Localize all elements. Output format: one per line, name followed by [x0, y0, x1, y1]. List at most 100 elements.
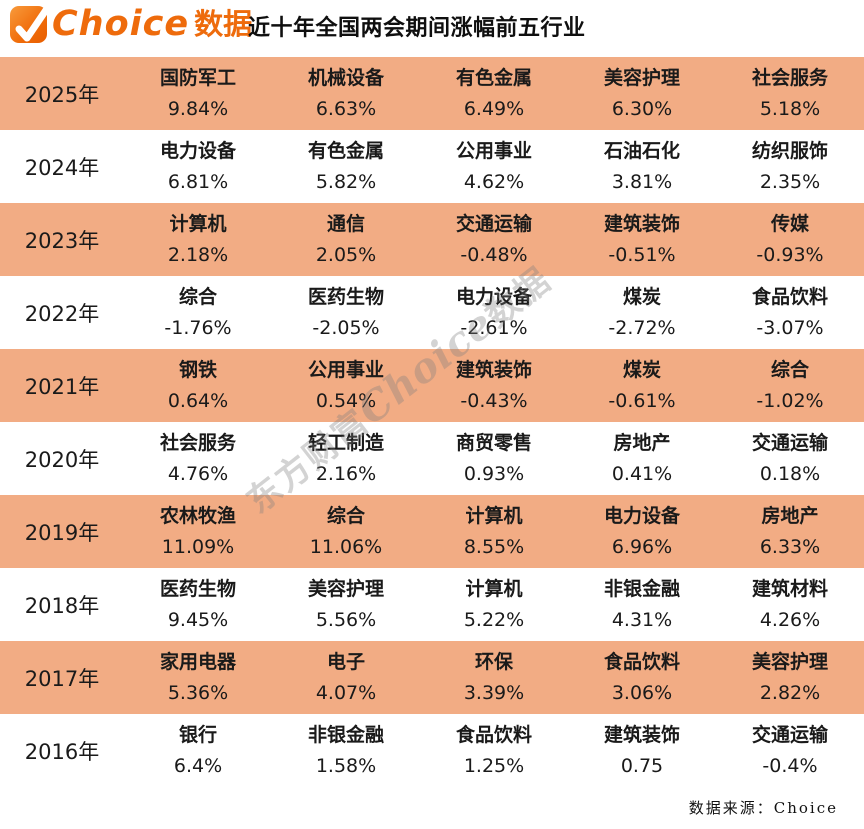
- industry-change-value: 5.56%: [315, 608, 377, 631]
- industry-name: 综合: [326, 504, 365, 527]
- industry-cell: 建筑材料 4.26%: [716, 568, 864, 641]
- industry-cell: 交通运输 -0.48%: [420, 203, 568, 276]
- industry-cell: 电力设备 -2.61%: [420, 276, 568, 349]
- checkmark-icon: [10, 5, 50, 43]
- industry-name: 环保: [474, 650, 513, 673]
- industry-change-value: 6.63%: [315, 97, 377, 120]
- industry-change-value: -2.72%: [608, 316, 676, 339]
- industry-cell: 医药生物 9.45%: [124, 568, 272, 641]
- industry-cell: 有色金属 5.82%: [272, 130, 420, 203]
- industry-name: 电力设备: [159, 139, 236, 162]
- industry-name: 交通运输: [751, 431, 828, 454]
- industry-name: 综合: [178, 285, 217, 308]
- industry-change-value: 2.16%: [315, 462, 377, 485]
- industry-cell: 有色金属 6.49%: [420, 57, 568, 130]
- industry-change-value: -1.02%: [756, 389, 824, 412]
- data-source-label: 数据来源：Choice: [688, 799, 838, 817]
- table-row: 2018年 医药生物 9.45% 美容护理 5.56% 计算机 5.22% 非银…: [0, 568, 864, 641]
- industry-change-value: 6.96%: [611, 535, 673, 558]
- industry-cell: 电力设备 6.81%: [124, 130, 272, 203]
- industry-change-value: 1.58%: [315, 754, 377, 777]
- industry-name: 美容护理: [751, 650, 828, 673]
- industry-change-value: 2.35%: [759, 170, 821, 193]
- year-cell: 2016年: [24, 739, 100, 764]
- year-cell: 2018年: [24, 593, 100, 618]
- industry-change-value: 6.81%: [167, 170, 229, 193]
- industry-name: 电力设备: [603, 504, 680, 527]
- industry-change-value: -0.93%: [756, 243, 824, 266]
- industry-cell: 煤炭 -0.61%: [568, 349, 716, 422]
- industry-rank-table: 2025年 国防军工 9.84% 机械设备 6.63% 有色金属 6.49% 美…: [0, 57, 864, 787]
- industry-change-value: 3.81%: [611, 170, 673, 193]
- year-cell: 2025年: [24, 82, 100, 107]
- industry-cell: 美容护理 2.82%: [716, 641, 864, 714]
- table-row: 2025年 国防军工 9.84% 机械设备 6.63% 有色金属 6.49% 美…: [0, 57, 864, 130]
- industry-name: 非银金融: [307, 723, 384, 746]
- industry-name: 纺织服饰: [751, 139, 828, 162]
- industry-cell: 公用事业 0.54%: [272, 349, 420, 422]
- industry-name: 煤炭: [622, 358, 661, 381]
- table-row: 2020年 社会服务 4.76% 轻工制造 2.16% 商贸零售 0.93% 房…: [0, 422, 864, 495]
- industry-change-value: 5.82%: [315, 170, 377, 193]
- industry-name: 医药生物: [307, 285, 384, 308]
- industry-change-value: 0.41%: [611, 462, 673, 485]
- industry-change-value: 6.4%: [173, 754, 223, 777]
- industry-cell: 食品饮料 1.25%: [420, 714, 568, 787]
- page-title: 近十年全国两会期间涨幅前五行业: [248, 16, 586, 41]
- industry-name: 计算机: [169, 212, 227, 235]
- industry-name: 建筑装饰: [455, 358, 532, 381]
- industry-change-value: -1.76%: [164, 316, 232, 339]
- industry-change-value: 5.22%: [463, 608, 525, 631]
- industry-change-value: 6.30%: [611, 97, 673, 120]
- industry-change-value: 8.55%: [463, 535, 525, 558]
- industry-name: 有色金属: [455, 66, 532, 89]
- industry-change-value: 0.93%: [463, 462, 525, 485]
- industry-cell: 建筑装饰 0.75: [568, 714, 716, 787]
- industry-name: 机械设备: [307, 66, 384, 89]
- industry-cell: 房地产 0.41%: [568, 422, 716, 495]
- industry-cell: 煤炭 -2.72%: [568, 276, 716, 349]
- table-row: 2016年 银行 6.4% 非银金融 1.58% 食品饮料 1.25% 建筑装饰…: [0, 714, 864, 787]
- industry-cell: 计算机 8.55%: [420, 495, 568, 568]
- industry-cell: 建筑装饰 -0.51%: [568, 203, 716, 276]
- industry-change-value: 4.07%: [315, 681, 377, 704]
- industry-change-value: -0.4%: [762, 754, 818, 777]
- industry-name: 通信: [326, 212, 365, 235]
- industry-name: 传媒: [770, 212, 809, 235]
- industry-name: 美容护理: [307, 577, 384, 600]
- industry-name: 建筑装饰: [603, 723, 680, 746]
- table-row: 2017年 家用电器 5.36% 电子 4.07% 环保 3.39% 食品饮料 …: [0, 641, 864, 714]
- industry-name: 电子: [326, 650, 365, 673]
- industry-cell: 美容护理 5.56%: [272, 568, 420, 641]
- industry-change-value: 0.75: [620, 754, 664, 777]
- industry-change-value: 0.54%: [315, 389, 377, 412]
- table-row: 2023年 计算机 2.18% 通信 2.05% 交通运输 -0.48% 建筑装…: [0, 203, 864, 276]
- industry-change-value: 2.05%: [315, 243, 377, 266]
- industry-change-value: 5.18%: [759, 97, 821, 120]
- industry-name: 银行: [178, 723, 217, 746]
- industry-name: 煤炭: [622, 285, 661, 308]
- industry-change-value: 2.18%: [167, 243, 229, 266]
- industry-change-value: -0.61%: [608, 389, 676, 412]
- industry-cell: 交通运输 -0.4%: [716, 714, 864, 787]
- industry-name: 建筑材料: [751, 577, 828, 600]
- table-row: 2024年 电力设备 6.81% 有色金属 5.82% 公用事业 4.62% 石…: [0, 130, 864, 203]
- industry-cell: 交通运输 0.18%: [716, 422, 864, 495]
- industry-change-value: 6.33%: [759, 535, 821, 558]
- industry-cell: 家用电器 5.36%: [124, 641, 272, 714]
- year-cell: 2021年: [24, 374, 100, 399]
- industry-cell: 银行 6.4%: [124, 714, 272, 787]
- industry-cell: 电力设备 6.96%: [568, 495, 716, 568]
- industry-name: 建筑装饰: [603, 212, 680, 235]
- industry-cell: 社会服务 4.76%: [124, 422, 272, 495]
- industry-cell: 石油石化 3.81%: [568, 130, 716, 203]
- year-cell: 2017年: [24, 666, 100, 691]
- header: Choice 数据 近十年全国两会期间涨幅前五行业: [0, 0, 864, 57]
- industry-change-value: 4.62%: [463, 170, 525, 193]
- industry-cell: 综合 -1.02%: [716, 349, 864, 422]
- industry-change-value: 4.26%: [759, 608, 821, 631]
- industry-cell: 社会服务 5.18%: [716, 57, 864, 130]
- industry-name: 社会服务: [751, 66, 828, 89]
- industry-name: 石油石化: [603, 139, 680, 162]
- industry-cell: 综合 11.06%: [272, 495, 420, 568]
